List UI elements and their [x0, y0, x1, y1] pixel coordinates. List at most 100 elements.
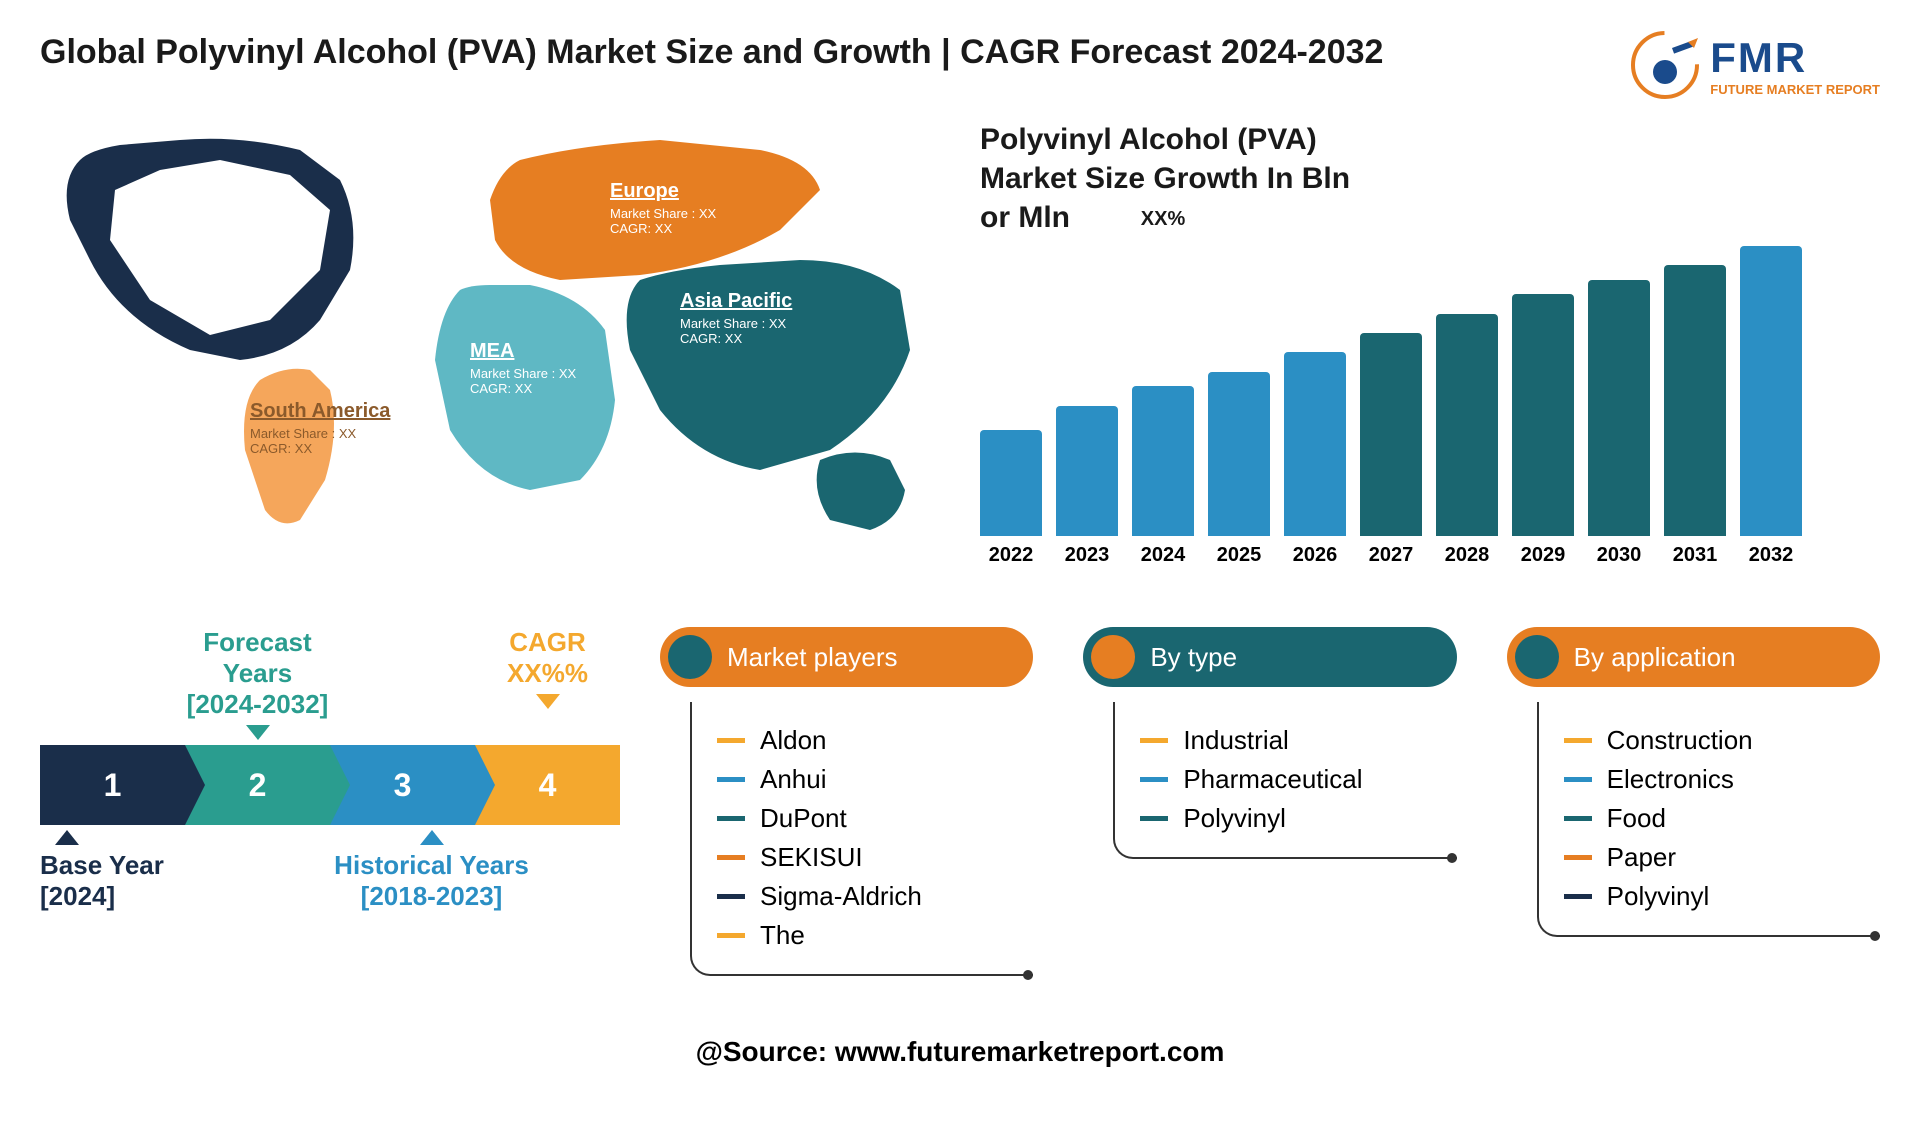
bar-item: XX% 2032 — [1740, 246, 1802, 567]
category-item: Aldon — [717, 725, 1033, 756]
item-dash-icon — [717, 738, 745, 743]
historical-title: Historical Years — [330, 850, 533, 881]
item-dash-icon — [717, 894, 745, 899]
region-name: Europe — [610, 180, 716, 203]
region-name: MEA — [470, 340, 576, 363]
item-label: Paper — [1607, 842, 1676, 873]
category-item: Construction — [1564, 725, 1880, 756]
category-item: Paper — [1564, 842, 1880, 873]
bar-item: XX% 2024 — [1132, 386, 1194, 567]
base-range: [2024] — [40, 881, 185, 912]
bar-label: 2028 — [1445, 544, 1490, 567]
region-mea-label: MEA Market Share : XX CAGR: XX — [470, 340, 576, 396]
cagr-range: XX%% — [475, 658, 620, 689]
category-section: Market players Aldon Anhui DuPont SEKISU… — [660, 627, 1033, 976]
item-dash-icon — [1140, 738, 1168, 743]
item-label: Food — [1607, 803, 1666, 834]
category-header-text: Market players — [727, 642, 898, 673]
arrow-down-icon — [536, 694, 560, 709]
cagr-title: CAGR — [475, 627, 620, 658]
category-header-text: By type — [1150, 642, 1237, 673]
fmr-logo-icon — [1630, 30, 1700, 100]
region-name: South America — [250, 400, 390, 423]
bar-chart-section: Polyvinyl Alcohol (PVA) Market Size Grow… — [980, 120, 1880, 567]
bullet-icon — [668, 635, 712, 679]
timeline-top-labels: Forecast Years [2024-2032] CAGR XX%% — [40, 627, 620, 745]
item-dash-icon — [1564, 777, 1592, 782]
region-south-america-label: South America Market Share : XX CAGR: XX — [250, 400, 390, 456]
bar-label: 2031 — [1673, 544, 1718, 567]
header: Global Polyvinyl Alcohol (PVA) Market Si… — [40, 30, 1880, 100]
bar-item: 2031 — [1664, 265, 1726, 567]
arrow-up-icon — [55, 830, 79, 845]
arrow-down-icon — [246, 725, 270, 740]
bar-label: 2027 — [1369, 544, 1414, 567]
bar — [1056, 406, 1118, 537]
source-attribution: @Source: www.futuremarketreport.com — [40, 1036, 1880, 1068]
category-item: Polyvinyl — [1140, 803, 1456, 834]
bar-item: 2026 — [1284, 352, 1346, 567]
item-label: Construction — [1607, 725, 1753, 756]
category-list: Construction Electronics Food Paper Poly… — [1537, 702, 1880, 937]
region-share: Market Share : XX — [170, 251, 307, 266]
timeline-segment: 2 — [185, 745, 330, 825]
category-item: The — [717, 920, 1033, 951]
bar-item: 2027 — [1360, 333, 1422, 567]
forecast-label: Forecast Years [2024-2032] — [185, 627, 330, 745]
bottom-section: Forecast Years [2024-2032] CAGR XX%% 123… — [40, 627, 1880, 976]
historical-range: [2018-2023] — [330, 881, 533, 912]
item-label: SEKISUI — [760, 842, 863, 873]
bar — [1436, 314, 1498, 536]
bar-label: 2024 — [1141, 544, 1186, 567]
region-europe-label: Europe Market Share : XX CAGR: XX — [610, 180, 716, 236]
item-dash-icon — [717, 933, 745, 938]
region-share: Market Share : XX — [610, 206, 716, 221]
world-map: North America Market Share : XX CAGR: XX… — [40, 120, 940, 540]
category-item: DuPont — [717, 803, 1033, 834]
region-share: Market Share : XX — [470, 366, 576, 381]
category-header: By application — [1507, 627, 1880, 687]
cagr-label: CAGR XX%% — [475, 627, 620, 745]
categories-container: Market players Aldon Anhui DuPont SEKISU… — [660, 627, 1880, 976]
historical-label: Historical Years [2018-2023] — [330, 825, 533, 912]
bar — [1132, 386, 1194, 536]
item-dash-icon — [1140, 777, 1168, 782]
bar — [1664, 265, 1726, 536]
item-label: Industrial — [1183, 725, 1289, 756]
bar-label: 2025 — [1217, 544, 1262, 567]
item-label: DuPont — [760, 803, 847, 834]
bar-item: 2030 — [1588, 280, 1650, 567]
region-cagr: CAGR: XX — [470, 381, 576, 396]
region-north-america-label: North America Market Share : XX CAGR: XX — [170, 225, 307, 281]
category-item: Food — [1564, 803, 1880, 834]
bar-item: 2029 — [1512, 294, 1574, 567]
category-header-text: By application — [1574, 642, 1736, 673]
item-dash-icon — [1564, 816, 1592, 821]
logo-sub: FUTURE MARKET REPORT — [1710, 82, 1880, 97]
bar — [1588, 280, 1650, 536]
bar-label: 2032 — [1749, 544, 1794, 567]
bar-item: 2028 — [1436, 314, 1498, 567]
region-cagr: CAGR: XX — [170, 266, 307, 281]
item-label: Pharmaceutical — [1183, 764, 1362, 795]
bar-item: 2023 — [1056, 406, 1118, 568]
category-item: Electronics — [1564, 764, 1880, 795]
category-header: By type — [1083, 627, 1456, 687]
bar — [1512, 294, 1574, 536]
item-label: Polyvinyl — [1607, 881, 1710, 912]
bar — [1284, 352, 1346, 536]
category-item: Pharmaceutical — [1140, 764, 1456, 795]
timeline-segment: 4 — [475, 745, 620, 825]
timeline-segment: 1 — [40, 745, 185, 825]
bar-label: 2023 — [1065, 544, 1110, 567]
item-dash-icon — [717, 855, 745, 860]
region-cagr: CAGR: XX — [250, 441, 390, 456]
bullet-icon — [1515, 635, 1559, 679]
bar-label: 2022 — [989, 544, 1034, 567]
timeline-section: Forecast Years [2024-2032] CAGR XX%% 123… — [40, 627, 620, 976]
bar-label: 2030 — [1597, 544, 1642, 567]
bar-item: 2025 — [1208, 372, 1270, 567]
item-label: Anhui — [760, 764, 827, 795]
bar-label: 2029 — [1521, 544, 1566, 567]
category-item: SEKISUI — [717, 842, 1033, 873]
